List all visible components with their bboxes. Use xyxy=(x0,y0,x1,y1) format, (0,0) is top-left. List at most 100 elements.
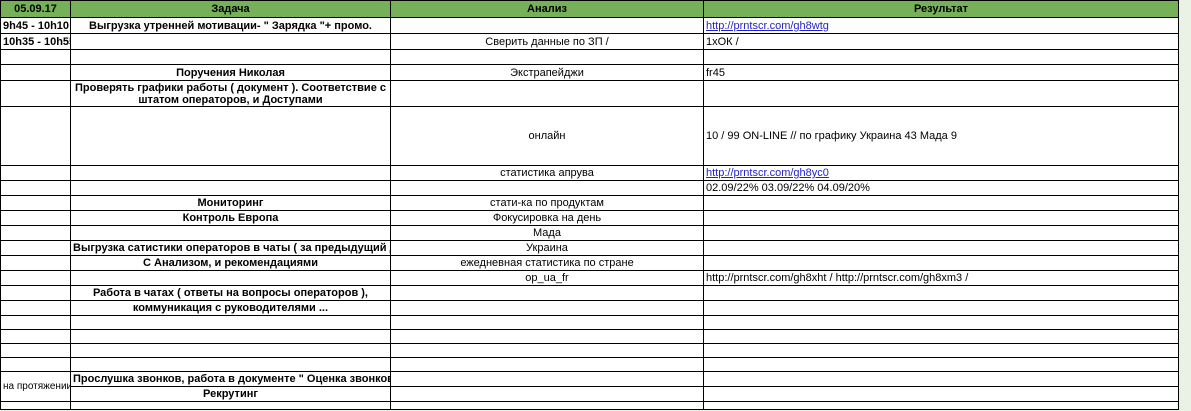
cell-result[interactable]: 10 / 99 ON-LINE // по графику Украина 43… xyxy=(703,106,1179,166)
cell-task[interactable]: Проверять графики работы ( документ ). С… xyxy=(70,80,391,107)
cell-task[interactable] xyxy=(70,329,391,344)
cell-time[interactable] xyxy=(0,106,71,166)
cell-result[interactable] xyxy=(703,329,1179,344)
cell-analysis[interactable] xyxy=(390,300,704,316)
table-row xyxy=(0,357,1179,372)
cell-task[interactable]: Прослушка звонков, работа в документе " … xyxy=(70,371,391,387)
cell-time[interactable] xyxy=(0,180,71,196)
table-row xyxy=(0,315,1179,330)
cell-analysis[interactable] xyxy=(390,371,704,387)
cell-task[interactable]: С Анализом, и рекомендациями xyxy=(70,255,391,271)
cell-time[interactable] xyxy=(0,285,71,301)
cell-result[interactable]: http://prntscr.com/gh8yc0 xyxy=(703,165,1179,181)
cell-analysis[interactable]: Экстрапейджи xyxy=(390,64,704,81)
cell-analysis[interactable] xyxy=(390,285,704,301)
cell-analysis[interactable] xyxy=(390,329,704,344)
cell-result[interactable] xyxy=(703,300,1179,316)
cell-analysis[interactable] xyxy=(390,49,704,65)
cell-result[interactable] xyxy=(703,255,1179,271)
cell-analysis[interactable] xyxy=(390,386,704,402)
cell-result[interactable] xyxy=(703,225,1179,241)
cell-time[interactable] xyxy=(0,225,71,241)
cell-result[interactable] xyxy=(703,357,1179,372)
cell-task[interactable] xyxy=(70,401,391,410)
cell-task[interactable] xyxy=(70,343,391,358)
cell-task[interactable] xyxy=(70,270,391,286)
cell-analysis[interactable]: op_ua_fr xyxy=(390,270,704,286)
cell-time[interactable] xyxy=(0,329,71,344)
cell-result[interactable]: http://prntscr.com/gh8xht / http://prnts… xyxy=(703,270,1179,286)
result-link[interactable]: http://prntscr.com/gh8wtg xyxy=(706,19,829,32)
cell-result[interactable] xyxy=(703,210,1179,226)
cell-task[interactable] xyxy=(70,49,391,65)
cell-time[interactable] xyxy=(0,240,71,256)
table-row: Работа в чатах ( ответы на вопросы опера… xyxy=(0,285,1179,301)
cell-result[interactable] xyxy=(703,386,1179,402)
cell-time[interactable] xyxy=(0,64,71,81)
cell-result[interactable] xyxy=(703,240,1179,256)
cell-task[interactable] xyxy=(70,33,391,50)
cell-analysis[interactable]: ежедневная статистика по стране xyxy=(390,255,704,271)
cell-analysis[interactable]: Сверить данные по ЗП / xyxy=(390,33,704,50)
cell-analysis[interactable] xyxy=(390,315,704,330)
cell-result[interactable] xyxy=(703,401,1179,410)
cell-result[interactable] xyxy=(703,195,1179,211)
cell-time[interactable] xyxy=(0,270,71,286)
cell-result[interactable]: 1хОК / xyxy=(703,33,1179,50)
cell-analysis[interactable] xyxy=(390,401,704,410)
cell-task[interactable]: Выгрузка сатистики операторов в чаты ( з… xyxy=(70,240,391,256)
cell-time[interactable] xyxy=(0,165,71,181)
cell-task[interactable]: Рекрутинг xyxy=(70,386,391,402)
cell-task[interactable]: Мониторинг xyxy=(70,195,391,211)
cell-time[interactable] xyxy=(0,195,71,211)
cell-result[interactable] xyxy=(703,80,1179,107)
cell-time[interactable] xyxy=(0,315,71,330)
cell-analysis[interactable] xyxy=(390,180,704,196)
cell-task[interactable]: Работа в чатах ( ответы на вопросы опера… xyxy=(70,285,391,301)
cell-result[interactable]: fr45 xyxy=(703,64,1179,81)
cell-task[interactable] xyxy=(70,357,391,372)
cell-result[interactable] xyxy=(703,343,1179,358)
table-row xyxy=(0,343,1179,358)
cell-task[interactable] xyxy=(70,180,391,196)
cell-time[interactable] xyxy=(0,255,71,271)
cell-analysis[interactable] xyxy=(390,343,704,358)
cell-analysis[interactable]: Украина xyxy=(390,240,704,256)
cell-analysis[interactable]: Мада xyxy=(390,225,704,241)
cell-task[interactable] xyxy=(70,225,391,241)
cell-task[interactable] xyxy=(70,315,391,330)
cell-analysis[interactable]: онлайн xyxy=(390,106,704,166)
cell-time[interactable] xyxy=(0,401,71,410)
cell-time[interactable] xyxy=(0,80,71,107)
cell-time[interactable] xyxy=(0,343,71,358)
cell-task[interactable]: Поручения Николая xyxy=(70,64,391,81)
cell-task[interactable]: Выгрузка утренней мотивации- " Зарядка "… xyxy=(70,17,391,34)
cell-result[interactable] xyxy=(703,315,1179,330)
cell-time[interactable] xyxy=(0,210,71,226)
cell-task[interactable]: коммуникация с руководителями ... xyxy=(70,300,391,316)
cell-time[interactable]: 10h35 - 10h55 xyxy=(0,33,71,50)
cell-analysis[interactable] xyxy=(390,357,704,372)
cell-analysis[interactable] xyxy=(390,80,704,107)
cell-time[interactable] xyxy=(0,300,71,316)
cell-analysis[interactable]: статистика апрува xyxy=(390,165,704,181)
cell-task[interactable]: Контроль Европа xyxy=(70,210,391,226)
cell-time-span[interactable]: на протяжении дня xyxy=(0,371,71,402)
cell-result[interactable] xyxy=(703,371,1179,387)
table-row: коммуникация с руководителями ... xyxy=(0,300,1179,316)
cell-time[interactable]: 9h45 - 10h10 xyxy=(0,17,71,34)
cell-time[interactable] xyxy=(0,357,71,372)
cell-time[interactable] xyxy=(0,49,71,65)
cell-result[interactable] xyxy=(703,285,1179,301)
cell-analysis[interactable]: стати-ка по продуктам xyxy=(390,195,704,211)
cell-task[interactable] xyxy=(70,106,391,166)
cell-result[interactable] xyxy=(703,49,1179,65)
cell-analysis[interactable] xyxy=(390,17,704,34)
cell-result[interactable]: http://prntscr.com/gh8wtg xyxy=(703,17,1179,34)
result-link[interactable]: http://prntscr.com/gh8yc0 xyxy=(706,167,829,179)
cell-analysis[interactable]: Фокусировка на день xyxy=(390,210,704,226)
cell-task[interactable] xyxy=(70,165,391,181)
cell-result[interactable]: 02.09/22% 03.09/22% 04.09/20% xyxy=(703,180,1179,196)
